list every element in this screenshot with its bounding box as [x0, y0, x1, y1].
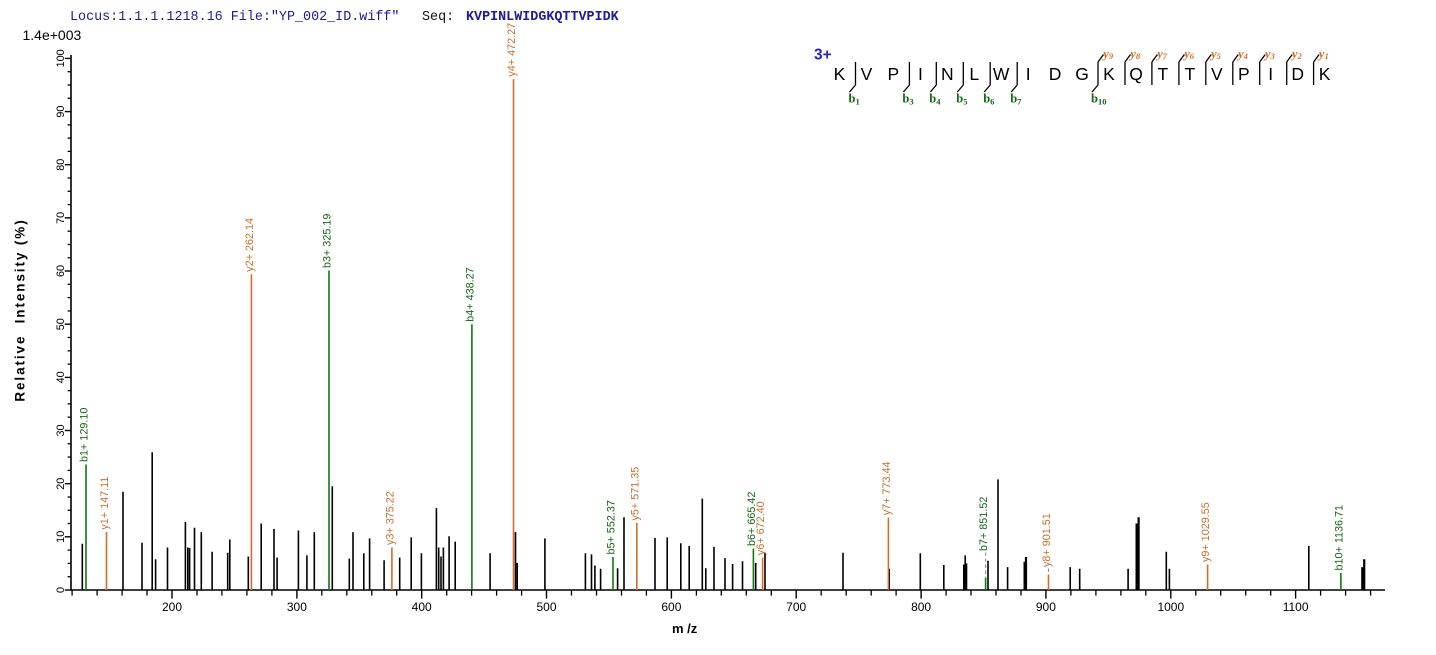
- svg-text:60: 60: [55, 265, 67, 277]
- svg-text:W: W: [993, 64, 1010, 84]
- svg-text:Seq:: Seq:: [422, 10, 454, 25]
- svg-text:K: K: [834, 64, 846, 84]
- svg-text:1100: 1100: [1283, 600, 1309, 614]
- svg-text:I: I: [1026, 64, 1031, 84]
- svg-text:T: T: [1184, 64, 1195, 84]
- svg-text:y3+ 375.22: y3+ 375.22: [385, 491, 397, 545]
- svg-text:Locus:1.1.1.1218.16 File:"YP_0: Locus:1.1.1.1218.16 File:"YP_002_ID.wiff…: [70, 10, 399, 25]
- svg-text:y6: y6: [1182, 47, 1195, 61]
- svg-text:30: 30: [55, 424, 67, 436]
- svg-text:y9+ 1029.55: y9+ 1029.55: [1200, 502, 1212, 562]
- svg-text:b4+ 438.27: b4+ 438.27: [465, 267, 477, 321]
- svg-text:y5+ 571.35: y5+ 571.35: [629, 467, 641, 521]
- svg-text:y9: y9: [1101, 47, 1114, 61]
- svg-text:Q: Q: [1129, 64, 1143, 84]
- svg-text:y4+ 472.27: y4+ 472.27: [506, 23, 518, 77]
- svg-text:m /z: m /z: [672, 621, 698, 636]
- svg-text:b6: b6: [983, 92, 994, 107]
- svg-text:500: 500: [536, 600, 556, 614]
- svg-text:1000: 1000: [1157, 600, 1184, 614]
- svg-text:b1+ 129.10: b1+ 129.10: [79, 408, 91, 462]
- svg-text:800: 800: [911, 600, 931, 614]
- svg-text:I: I: [918, 64, 923, 84]
- svg-text:80: 80: [55, 159, 67, 171]
- svg-text:b7+ 851.52: b7+ 851.52: [978, 497, 990, 551]
- svg-text:b4: b4: [929, 92, 941, 107]
- svg-text:y2+ 262.14: y2+ 262.14: [244, 218, 256, 272]
- svg-text:KVPINLWIDGKQTTVPIDK: KVPINLWIDGKQTTVPIDK: [466, 10, 620, 25]
- svg-text:L: L: [969, 64, 979, 84]
- svg-text:y7+ 773.44: y7+ 773.44: [881, 461, 893, 515]
- svg-text:70: 70: [55, 212, 67, 224]
- svg-text:Relative Intensity (%): Relative Intensity (%): [13, 218, 28, 401]
- svg-text:y8: y8: [1128, 47, 1141, 61]
- svg-text:600: 600: [661, 600, 681, 614]
- svg-text:10: 10: [55, 531, 67, 543]
- svg-text:20: 20: [55, 478, 67, 490]
- svg-text:y8+ 901.51: y8+ 901.51: [1041, 513, 1053, 567]
- svg-text:0: 0: [55, 587, 67, 593]
- svg-text:y5: y5: [1209, 47, 1222, 61]
- svg-text:40: 40: [55, 371, 67, 383]
- svg-text:b5: b5: [956, 92, 967, 107]
- svg-text:700: 700: [786, 600, 806, 614]
- svg-text:K: K: [1319, 64, 1331, 84]
- svg-text:100: 100: [55, 49, 67, 67]
- svg-text:3+: 3+: [814, 47, 832, 64]
- svg-text:90: 90: [55, 106, 67, 118]
- svg-text:b7: b7: [1010, 92, 1022, 107]
- svg-text:V: V: [861, 64, 873, 84]
- svg-text:b1: b1: [849, 92, 860, 107]
- svg-text:V: V: [1211, 64, 1223, 84]
- svg-text:y6+ 672.40: y6+ 672.40: [755, 501, 767, 555]
- svg-text:I: I: [1268, 64, 1273, 84]
- svg-text:y4: y4: [1236, 47, 1248, 61]
- svg-text:b3+ 325.19: b3+ 325.19: [322, 214, 334, 268]
- svg-text:50: 50: [55, 318, 67, 330]
- svg-text:y1: y1: [1317, 47, 1329, 61]
- svg-text:y3: y3: [1263, 47, 1276, 61]
- svg-text:b10+ 1136.71: b10+ 1136.71: [1334, 505, 1346, 571]
- svg-text:T: T: [1158, 64, 1169, 84]
- svg-text:1.4e+003: 1.4e+003: [23, 27, 82, 43]
- svg-text:D: D: [1049, 64, 1062, 84]
- svg-text:y2: y2: [1290, 47, 1303, 61]
- svg-text:b5+ 552.37: b5+ 552.37: [606, 500, 618, 554]
- svg-text:400: 400: [412, 600, 432, 614]
- svg-text:P: P: [888, 64, 900, 84]
- svg-text:900: 900: [1036, 600, 1056, 614]
- svg-text:K: K: [1103, 64, 1115, 84]
- svg-text:b3: b3: [902, 92, 913, 107]
- svg-text:y1+ 147.11: y1+ 147.11: [99, 477, 111, 530]
- svg-text:200: 200: [162, 600, 182, 614]
- svg-text:N: N: [941, 64, 954, 84]
- svg-text:D: D: [1291, 64, 1304, 84]
- svg-text:G: G: [1075, 64, 1089, 84]
- svg-text:b6+ 665.42: b6+ 665.42: [746, 492, 758, 546]
- svg-text:y7: y7: [1155, 47, 1168, 61]
- svg-text:300: 300: [287, 600, 307, 614]
- svg-text:P: P: [1238, 64, 1250, 84]
